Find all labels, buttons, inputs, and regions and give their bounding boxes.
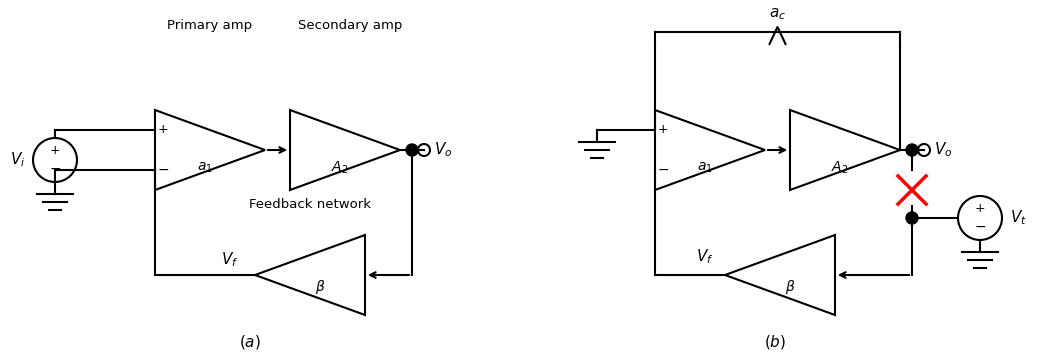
- Text: Secondary amp: Secondary amp: [298, 18, 402, 31]
- Text: +: +: [657, 123, 668, 136]
- Circle shape: [918, 144, 930, 156]
- Text: $A_2$: $A_2$: [332, 160, 349, 176]
- Text: $A_2$: $A_2$: [832, 160, 848, 176]
- Text: $V_f$: $V_f$: [696, 248, 714, 266]
- Text: −: −: [974, 220, 986, 234]
- Text: −: −: [657, 163, 669, 177]
- Text: $V_f$: $V_f$: [222, 251, 238, 269]
- Circle shape: [418, 144, 430, 156]
- Text: $a_c$: $a_c$: [769, 6, 786, 22]
- Text: Feedback network: Feedback network: [249, 198, 371, 211]
- Text: $V_o$: $V_o$: [934, 141, 952, 159]
- Text: $\beta$: $\beta$: [315, 278, 326, 296]
- Text: $a_1$: $a_1$: [697, 161, 713, 175]
- Text: $V_o$: $V_o$: [434, 141, 453, 159]
- Circle shape: [406, 144, 418, 156]
- Text: $V_t$: $V_t$: [1010, 209, 1027, 228]
- Text: $(b)$: $(b)$: [764, 333, 786, 351]
- Text: $(a)$: $(a)$: [239, 333, 261, 351]
- Circle shape: [906, 212, 918, 224]
- Text: +: +: [49, 144, 60, 158]
- Text: +: +: [158, 123, 168, 136]
- Text: $a_1$: $a_1$: [197, 161, 213, 175]
- Text: −: −: [49, 162, 61, 176]
- Text: −: −: [158, 163, 169, 177]
- Text: $\beta$: $\beta$: [784, 278, 795, 296]
- Text: Primary amp: Primary amp: [167, 18, 253, 31]
- Text: $V_i$: $V_i$: [9, 150, 25, 169]
- Text: +: +: [974, 202, 985, 216]
- Circle shape: [906, 144, 918, 156]
